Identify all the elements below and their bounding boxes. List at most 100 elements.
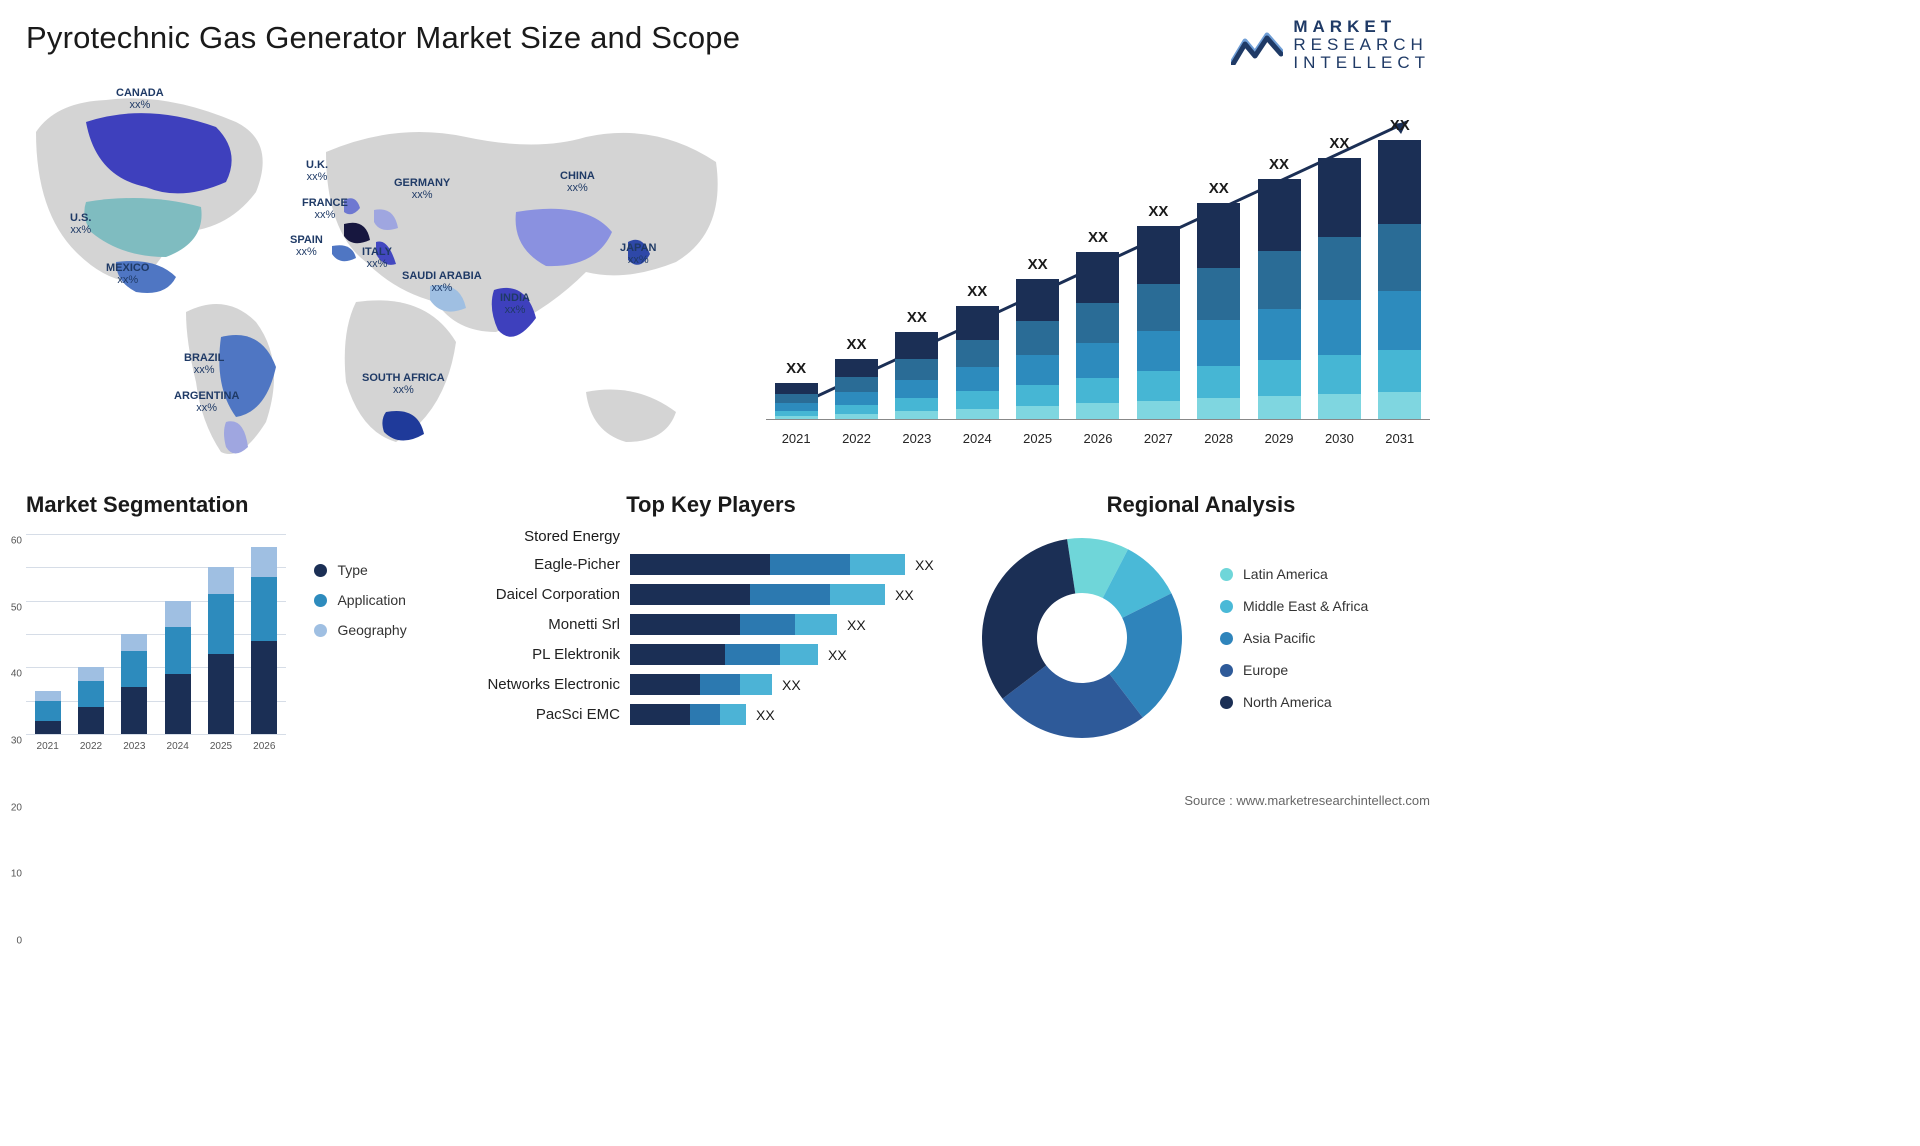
player-seg — [850, 554, 905, 575]
segmentation-chart: 0102030405060202120222023202420252026 — [26, 528, 286, 756]
region-legend-row: Europe — [1220, 662, 1368, 678]
donut-slice — [982, 539, 1075, 699]
seg-xlabel: 2024 — [167, 741, 189, 752]
seg-ylabel: 30 — [11, 736, 26, 747]
seg-col-2021: 2021 — [26, 691, 69, 734]
forecast-seg — [1197, 320, 1240, 365]
forecast-year-label: 2021 — [782, 431, 811, 446]
seg-legend-label: Application — [337, 592, 406, 608]
forecast-seg — [1258, 251, 1301, 309]
forecast-year-label: 2022 — [842, 431, 871, 446]
map-country-val: xx% — [70, 224, 91, 236]
map-country-val: xx% — [106, 274, 149, 286]
map-country-val: xx% — [362, 384, 445, 396]
regional-donut — [972, 528, 1192, 748]
forecast-seg — [1378, 224, 1421, 291]
forecast-year-label: 2023 — [902, 431, 931, 446]
map-country-name: SAUDI ARABIA — [402, 270, 482, 282]
map-country-name: SPAIN — [290, 234, 323, 246]
seg-xlabel: 2025 — [210, 741, 232, 752]
region-legend-label: Latin America — [1243, 566, 1328, 582]
brand-logo-l3: INTELLECT — [1293, 54, 1430, 72]
forecast-seg — [1076, 252, 1119, 302]
player-seg — [630, 584, 750, 605]
player-name: Monetti Srl — [450, 616, 630, 633]
map-label-france: FRANCExx% — [302, 197, 348, 221]
forecast-toplabel: XX — [1329, 135, 1349, 152]
forecast-toplabel: XX — [907, 309, 927, 326]
forecast-seg — [1197, 268, 1240, 320]
forecast-col-2030: XX2030 — [1309, 135, 1369, 420]
forecast-seg — [835, 405, 878, 414]
map-country-val: xx% — [402, 282, 482, 294]
player-seg — [740, 674, 772, 695]
player-seg — [830, 584, 885, 605]
forecast-chart: XX2021XX2022XX2023XX2024XX2025XX2026XX20… — [754, 82, 1430, 462]
forecast-toplabel: XX — [847, 336, 867, 353]
map-label-japan: JAPANxx% — [620, 242, 656, 266]
forecast-col-2023: XX2023 — [887, 309, 947, 420]
forecast-seg — [1378, 140, 1421, 224]
map-country-name: MEXICO — [106, 262, 149, 274]
forecast-seg — [1258, 360, 1301, 396]
player-seg — [700, 674, 740, 695]
seg-legend-label: Type — [337, 562, 367, 578]
map-country-name: CHINA — [560, 170, 595, 182]
forecast-seg — [1016, 279, 1059, 321]
player-row: PacSci EMCXX — [450, 704, 972, 725]
seg-seg — [251, 641, 277, 734]
player-val: XX — [847, 617, 866, 633]
seg-legend-swatch — [314, 594, 327, 607]
map-label-india: INDIAxx% — [500, 292, 530, 316]
forecast-year-label: 2025 — [1023, 431, 1052, 446]
forecast-seg — [1076, 378, 1119, 403]
seg-seg — [208, 567, 234, 594]
region-legend-label: North America — [1243, 694, 1332, 710]
map-label-italy: ITALYxx% — [362, 246, 392, 270]
player-row: Eagle-Picher XX — [450, 554, 972, 575]
region-legend-label: Asia Pacific — [1243, 630, 1315, 646]
map-country-name: BRAZIL — [184, 352, 224, 364]
forecast-seg — [835, 392, 878, 405]
world-map: CANADAxx%U.S.xx%MEXICOxx%BRAZILxx%ARGENT… — [26, 82, 730, 462]
forecast-seg — [1076, 303, 1119, 343]
regional-title: Regional Analysis — [972, 492, 1430, 518]
seg-seg — [251, 577, 277, 640]
player-name: Eagle-Picher — [450, 556, 630, 573]
brand-logo-l2: RESEARCH — [1293, 36, 1430, 54]
players-list: Stored EnergyEagle-PicherXXDaicel Corpor… — [450, 528, 972, 725]
region-legend-row: North America — [1220, 694, 1368, 710]
map-country-name: JAPAN — [620, 242, 656, 254]
seg-xlabel: 2026 — [253, 741, 275, 752]
map-country-val: xx% — [306, 171, 328, 183]
seg-ylabel: 0 — [16, 936, 26, 947]
forecast-col-2025: XX2025 — [1007, 256, 1067, 420]
map-label-saudi-arabia: SAUDI ARABIAxx% — [402, 270, 482, 294]
forecast-seg — [775, 383, 818, 394]
map-country-name: GERMANY — [394, 177, 450, 189]
player-seg — [795, 614, 837, 635]
seg-seg — [35, 721, 61, 734]
player-seg — [630, 674, 700, 695]
player-row: Networks ElectronicXX — [450, 674, 972, 695]
page-title: Pyrotechnic Gas Generator Market Size an… — [26, 20, 1430, 56]
segmentation-title: Market Segmentation — [26, 492, 450, 518]
map-country-val: xx% — [116, 99, 164, 111]
map-label-canada: CANADAxx% — [116, 87, 164, 111]
segmentation-panel: Market Segmentation 01020304050602021202… — [26, 492, 450, 756]
seg-col-2024: 2024 — [156, 601, 199, 734]
seg-legend-swatch — [314, 624, 327, 637]
player-val: XX — [915, 557, 934, 573]
forecast-seg — [1197, 398, 1240, 420]
forecast-seg — [1378, 350, 1421, 392]
player-name: PL Elektronik — [450, 646, 630, 663]
forecast-seg — [895, 359, 938, 380]
seg-legend-row: Type — [314, 562, 406, 578]
region-legend-swatch — [1220, 632, 1233, 645]
forecast-seg — [1197, 203, 1240, 268]
map-country-val: xx% — [362, 258, 392, 270]
player-val: XX — [895, 587, 914, 603]
forecast-toplabel: XX — [1390, 117, 1410, 134]
forecast-col-2026: XX2026 — [1068, 229, 1128, 420]
forecast-seg — [956, 391, 999, 408]
